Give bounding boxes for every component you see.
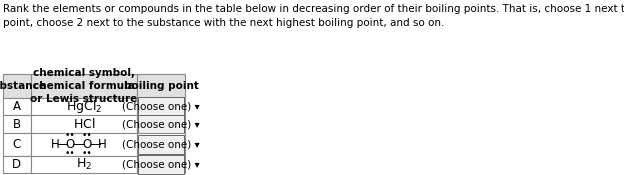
Text: (Choose one) ▾: (Choose one) ▾ <box>122 139 200 149</box>
FancyBboxPatch shape <box>2 133 31 156</box>
FancyBboxPatch shape <box>137 74 185 98</box>
Text: B: B <box>13 118 21 131</box>
FancyBboxPatch shape <box>2 74 31 98</box>
FancyBboxPatch shape <box>139 135 184 154</box>
Text: —: — <box>56 138 68 151</box>
Text: chemical symbol,
chemical formula
or Lewis structure: chemical symbol, chemical formula or Lew… <box>31 68 138 104</box>
FancyBboxPatch shape <box>137 98 185 115</box>
Text: (Choose one) ▾: (Choose one) ▾ <box>122 102 200 112</box>
FancyBboxPatch shape <box>137 115 185 133</box>
FancyBboxPatch shape <box>139 115 184 133</box>
Text: —: — <box>72 138 84 151</box>
Text: O: O <box>66 138 75 151</box>
Text: $\mathrm{HgCl_2}$: $\mathrm{HgCl_2}$ <box>66 98 102 115</box>
Text: (Choose one) ▾: (Choose one) ▾ <box>122 119 200 129</box>
FancyBboxPatch shape <box>139 97 184 116</box>
Text: ••: •• <box>64 149 76 158</box>
Text: A: A <box>13 100 21 113</box>
FancyBboxPatch shape <box>31 98 137 115</box>
FancyBboxPatch shape <box>2 115 31 133</box>
FancyBboxPatch shape <box>31 74 137 98</box>
FancyBboxPatch shape <box>2 156 31 173</box>
Text: ••: •• <box>81 131 92 140</box>
Text: $\mathrm{H_2}$: $\mathrm{H_2}$ <box>76 157 92 172</box>
Text: H: H <box>51 138 59 151</box>
Text: Rank the elements or compounds in the table below in decreasing order of their b: Rank the elements or compounds in the ta… <box>2 4 624 27</box>
FancyBboxPatch shape <box>31 115 137 133</box>
Text: substance: substance <box>0 81 47 91</box>
FancyBboxPatch shape <box>31 133 137 156</box>
Text: O: O <box>82 138 91 151</box>
Text: —: — <box>89 138 100 151</box>
Text: H: H <box>98 138 107 151</box>
Text: (Choose one) ▾: (Choose one) ▾ <box>122 160 200 170</box>
Text: ••: •• <box>81 149 92 158</box>
Text: ••: •• <box>64 131 76 140</box>
Text: D: D <box>12 158 21 171</box>
FancyBboxPatch shape <box>139 155 184 174</box>
Text: $\mathrm{HCl}$: $\mathrm{HCl}$ <box>73 117 95 131</box>
Text: C: C <box>12 138 21 151</box>
Text: boiling point: boiling point <box>124 81 198 91</box>
FancyBboxPatch shape <box>2 98 31 115</box>
FancyBboxPatch shape <box>31 156 137 173</box>
FancyBboxPatch shape <box>137 156 185 173</box>
FancyBboxPatch shape <box>137 133 185 156</box>
